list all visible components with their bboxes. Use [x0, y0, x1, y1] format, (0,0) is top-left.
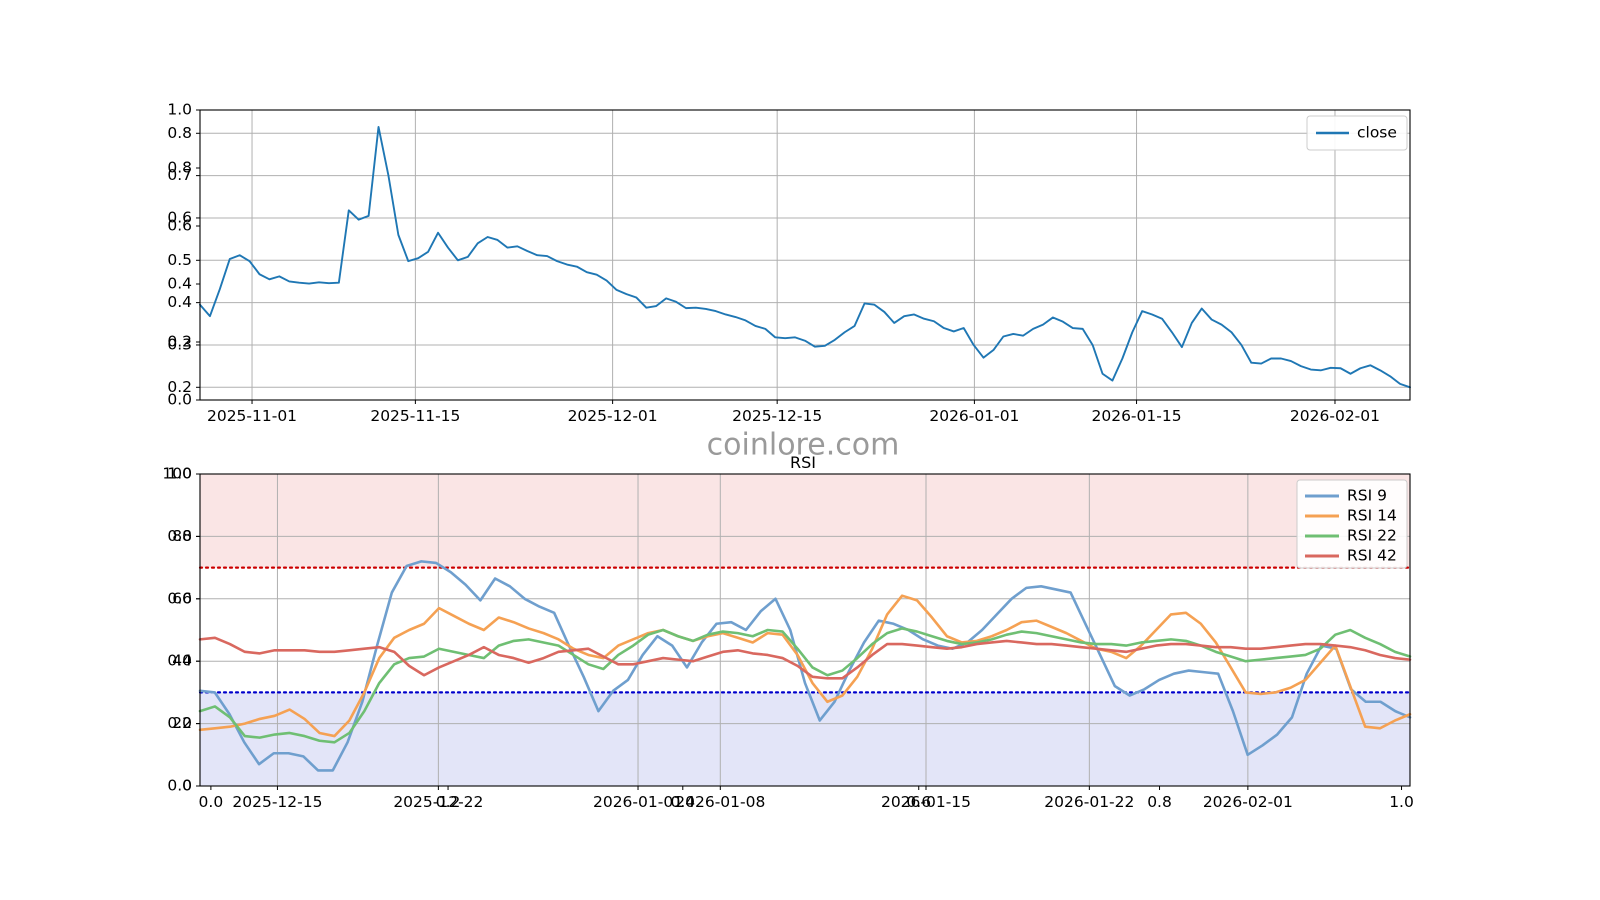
rsi-x-tick-label: 0.8: [1147, 793, 1172, 811]
rsi-y-tick-label: 60: [172, 589, 192, 607]
rsi-y-tick-label-secondary: 0.0: [167, 777, 192, 795]
price-x-tick-label: 2025-11-01: [207, 407, 297, 425]
rsi-x-tick-label: 0.4: [670, 793, 695, 811]
price-y-tick-label-secondary: 0.8: [167, 159, 192, 177]
rsi-y-axis-ticks: 100 80 60 40 20 0 1.0 0.8 0.6 0.4 0.2 0.0: [162, 465, 200, 795]
rsi-x-tick-label: 0.0: [199, 793, 224, 811]
price-y-tick-label-secondary: 0.0: [167, 391, 192, 409]
rsi-y-tick-label: 100: [162, 465, 192, 483]
rsi-chart-panel: RSI 100 80 60 40 20 0 1.0 0.8 0.6 0.4 0.2 0.0 0.0 20…: [162, 453, 1413, 811]
price-axes-frame: [199, 109, 1411, 401]
price-y-tick-label-secondary: 1.0: [167, 101, 192, 119]
rsi-series-rsi-14: [198, 594, 1412, 738]
price-y-tick-label: 0.3: [167, 335, 192, 353]
rsi-gridlines: [200, 474, 1410, 786]
rsi-series-group: [198, 560, 1412, 772]
price-y-tick-label: 0.7: [167, 166, 192, 184]
rsi-x-tick-label: 2026-01-08: [675, 793, 765, 811]
price-x-tick-label: 2025-12-15: [732, 407, 822, 425]
rsi-y-tick-label: 0: [182, 777, 192, 795]
rsi-series-rsi-9: [198, 560, 1412, 772]
legend-label-rsi-14: RSI 14: [1347, 507, 1397, 525]
price-y-tick-label: 0.4: [167, 293, 192, 311]
legend-label-close: close: [1357, 124, 1397, 142]
price-x-tick-label: 2026-01-01: [929, 407, 1019, 425]
rsi-x-tick-label: 2026-02-01: [1203, 793, 1293, 811]
rsi-y-tick-label: 80: [172, 527, 192, 545]
rsi-overbought-band: [200, 474, 1410, 568]
price-series-group: [199, 125, 1411, 389]
price-y-tick-label: 0.8: [167, 124, 192, 142]
rsi-x-tick-label: 2026-01-22: [1044, 793, 1134, 811]
rsi-legend[interactable]: RSI 9 RSI 14 RSI 22 RSI 42: [1296, 479, 1408, 569]
rsi-x-axis-ticks: 0.0 2025-12-15 2025-12-220.2 2026-01-010.42…: [199, 786, 1414, 811]
rsi-x-tick-label: 2026-01-01: [593, 793, 683, 811]
rsi-series-rsi-42: [198, 636, 1412, 680]
price-y-tick-label-secondary: 0.6: [167, 217, 192, 235]
rsi-y-tick-label: 40: [172, 652, 192, 670]
price-x-tick-label: 2025-12-01: [568, 407, 658, 425]
rsi-y-tick-label: 20: [172, 714, 192, 732]
price-y-tick-label: 0.5: [167, 251, 192, 269]
rsi-x-tick-label: 2025-12-22: [393, 793, 483, 811]
price-y-tick-label: 0.2: [167, 378, 192, 396]
price-gridlines: [200, 110, 1410, 400]
price-y-tick-label: 0.6: [167, 208, 192, 226]
legend-label-rsi-22: RSI 22: [1347, 527, 1397, 545]
price-y-tick-label-secondary: 0.2: [167, 333, 192, 351]
legend-label-rsi-9: RSI 9: [1347, 487, 1387, 505]
price-chart-panel: 0.80.70.60.50.40.30.21.00.80.60.40.20.0 …: [167, 101, 1411, 425]
price-series-close: [199, 125, 1411, 389]
rsi-x-tick-label: 2026-01-15: [881, 793, 971, 811]
price-x-tick-label: 2026-01-15: [1091, 407, 1181, 425]
rsi-y-tick-label-secondary: 1.0: [167, 465, 192, 483]
price-y-tick-label-secondary: 0.4: [167, 275, 192, 293]
rsi-panel-title: RSI: [790, 453, 816, 472]
price-x-axis-ticks: 2025-11-01 2025-11-15 2025-12-01 2025-12-15…: [207, 400, 1380, 425]
rsi-x-tick-label: 2025-12-15: [232, 793, 322, 811]
rsi-x-tick-label: 0.2: [436, 793, 461, 811]
price-legend[interactable]: close: [1306, 115, 1408, 151]
price-x-tick-label: 2026-02-01: [1290, 407, 1380, 425]
rsi-y-tick-label-secondary: 0.4: [167, 652, 192, 670]
rsi-oversold-band: [200, 692, 1410, 786]
rsi-axes-frame: [199, 473, 1411, 787]
rsi-x-tick-label: 1.0: [1389, 793, 1414, 811]
rsi-y-tick-label-secondary: 0.6: [167, 589, 192, 607]
watermark-text: coinlore.com: [707, 428, 900, 463]
rsi-series-rsi-22: [198, 627, 1412, 744]
legend-label-rsi-42: RSI 42: [1347, 547, 1397, 565]
rsi-y-tick-label-secondary: 0.8: [167, 527, 192, 545]
price-x-tick-label: 2025-11-15: [370, 407, 460, 425]
price-y-axis-ticks: 0.80.70.60.50.40.30.21.00.80.60.40.20.0: [167, 101, 200, 409]
rsi-x-tick-label: 0.6: [906, 793, 931, 811]
price-plot-background: [200, 110, 1410, 400]
rsi-y-tick-label-secondary: 0.2: [167, 714, 192, 732]
